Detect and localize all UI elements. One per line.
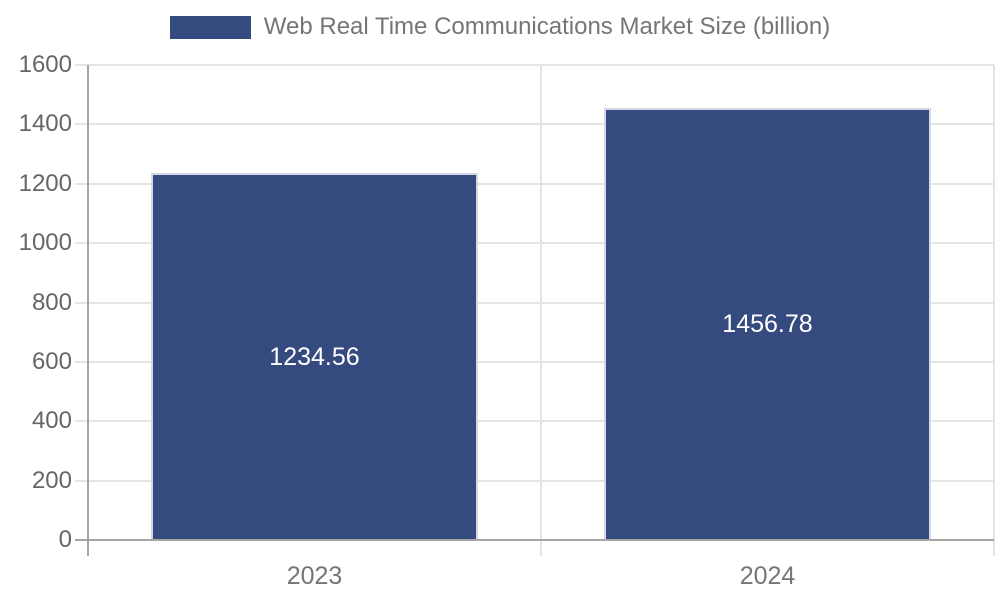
gridline-y-400 (75, 420, 994, 423)
gridline-y-200 (75, 479, 994, 482)
y-axis-tick-label: 200 (31, 466, 72, 494)
y-axis-tick-label: 400 (31, 407, 72, 435)
legend-swatch (169, 15, 251, 39)
chart-legend[interactable]: Web Real Time Communications Market Size… (0, 13, 1000, 41)
gridline-y-800 (75, 301, 994, 304)
y-axis-line (87, 65, 89, 556)
gridline-y-1200 (75, 182, 994, 185)
y-axis-tick-label: 0 (58, 526, 72, 553)
y-axis-tick-label: 600 (31, 347, 72, 375)
x-axis-tick-label: 2023 (286, 562, 343, 590)
bar-2023[interactable] (150, 173, 479, 540)
y-axis-tick-label: 1400 (18, 110, 72, 138)
y-axis-tick-label: 800 (31, 288, 72, 316)
y-axis-tick-label: 1600 (18, 51, 72, 78)
x-axis-line (75, 539, 994, 541)
bar-value-label: 1456.78 (722, 309, 813, 338)
gridline-x-boundary-1 (540, 65, 542, 556)
y-axis-tick-label: 1000 (18, 229, 72, 257)
y-axis-tick-label: 1200 (18, 169, 72, 197)
gridline-y-1400 (75, 123, 994, 126)
bar-2024[interactable] (603, 107, 932, 540)
gridline-x-boundary-2 (993, 65, 995, 556)
bar-value-label: 1234.56 (269, 342, 360, 371)
x-axis-tick-label: 2024 (739, 562, 796, 590)
chart-title: Web Real Time Communications Market Size… (263, 13, 831, 40)
gridline-y-1600 (75, 64, 994, 66)
gridline-y-1000 (75, 242, 994, 245)
gridline-y-600 (75, 360, 994, 363)
